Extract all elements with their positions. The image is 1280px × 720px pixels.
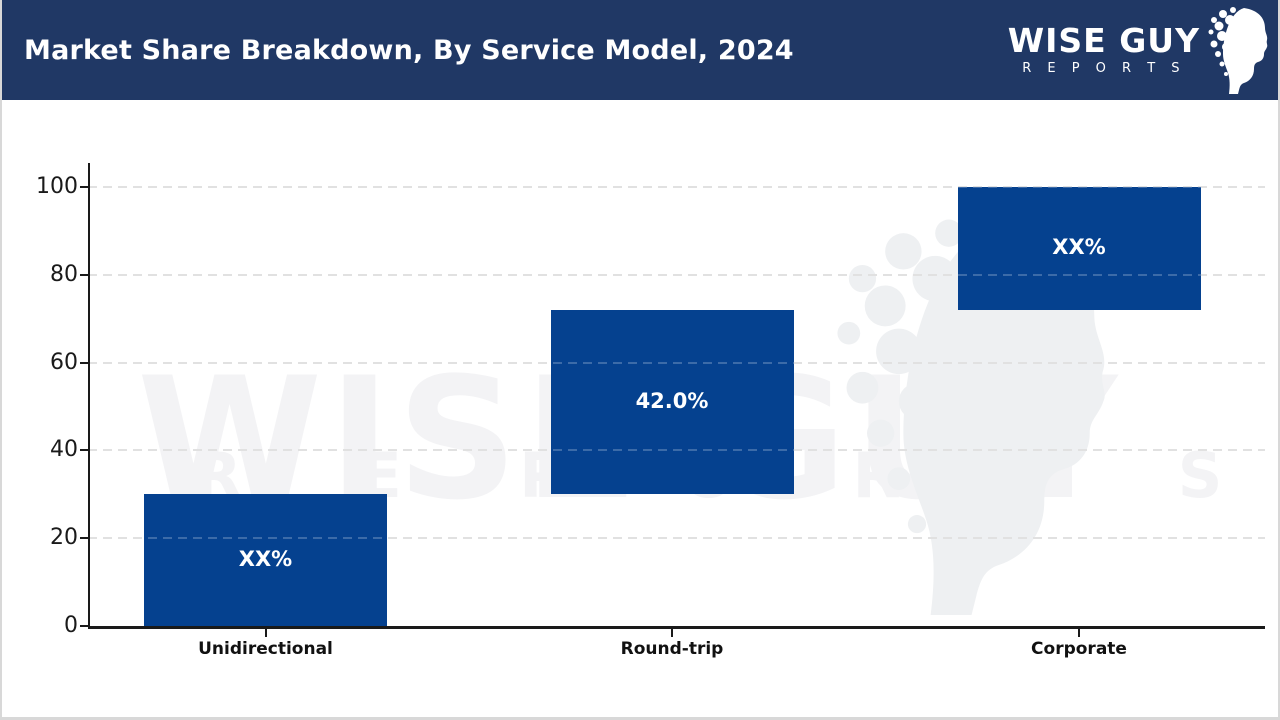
- logo-wordmark: WISE GUY: [1007, 21, 1200, 61]
- gridline-overlay: [88, 186, 1265, 188]
- bar-unidirectional: XX%: [144, 494, 387, 626]
- x-tick-mark: [671, 629, 673, 637]
- wiseguy-logo-text: WISE GUY R E P O R T S: [1008, 24, 1200, 76]
- y-tick-mark: [80, 625, 88, 627]
- watermark-head-icon: [837, 219, 1105, 615]
- y-tick-mark: [80, 186, 88, 188]
- y-tick-mark: [80, 537, 88, 540]
- y-tick-mark: [80, 361, 88, 364]
- chart-area: WISE GUY R E P O R T S: [2, 100, 1278, 717]
- page-title: Market Share Breakdown, By Service Model…: [24, 34, 794, 66]
- category-label: Round-trip: [620, 639, 724, 659]
- wiseguy-logo: WISE GUY R E P O R T S: [1008, 6, 1268, 94]
- x-tick-mark: [264, 629, 267, 637]
- y-tick-label: 40: [50, 437, 78, 463]
- x-axis-line: [88, 626, 1265, 629]
- header: Market Share Breakdown, By Service Model…: [2, 0, 1278, 100]
- y-tick-label: 0: [64, 613, 78, 638]
- y-tick-label: 20: [50, 525, 78, 551]
- bar-round-trip: 42.0%: [550, 309, 794, 495]
- gridline: [88, 273, 1265, 276]
- category-label: Corporate: [1031, 639, 1127, 659]
- y-tick-mark: [80, 273, 88, 276]
- x-tick-mark: [1078, 629, 1080, 637]
- gridline: [88, 537, 1265, 540]
- category-label: Unidirectional: [198, 639, 333, 659]
- gridline-overlay: [88, 273, 1265, 276]
- bar-value-label: XX%: [1052, 235, 1106, 260]
- bar-value-label: XX%: [238, 546, 293, 571]
- y-tick-mark: [80, 449, 88, 452]
- y-axis-line: [88, 163, 90, 629]
- gridline-overlay: [88, 361, 1265, 364]
- y-tick-label: 60: [50, 349, 78, 375]
- logo-subtext: R E P O R T S: [1022, 60, 1186, 76]
- wiseguy-head-icon: [1208, 7, 1268, 94]
- gridline-overlay: [88, 449, 1265, 452]
- gridline-overlay: [88, 537, 1265, 540]
- bar-value-label: 42.0%: [635, 388, 709, 413]
- bar-corporate: XX%: [957, 187, 1201, 310]
- gridline: [88, 186, 1265, 188]
- y-tick-label: 100: [36, 174, 78, 199]
- y-tick-label: 80: [50, 261, 78, 287]
